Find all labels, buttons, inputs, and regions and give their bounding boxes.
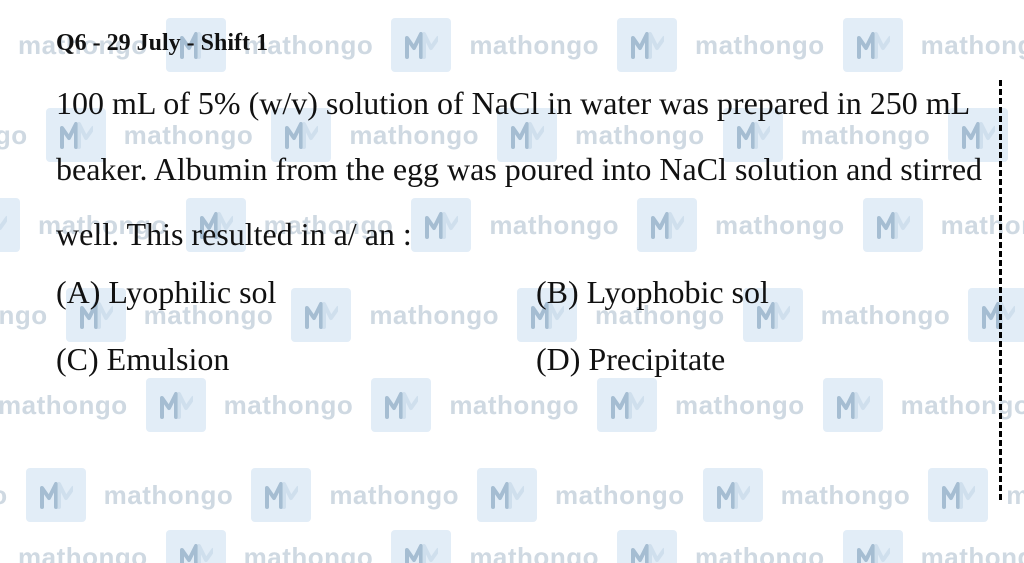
watermark-icon [477, 468, 537, 522]
watermark-text: mathongo [18, 542, 148, 563]
question-block: Q6 - 29 July - Shift 1 100 mL of 5% (w/v… [0, 0, 1024, 398]
option-c[interactable]: (C) Emulsion [56, 341, 506, 378]
watermark-icon [391, 530, 451, 563]
watermark-text: mathongo [1006, 480, 1024, 511]
option-b[interactable]: (B) Lyophobic sol [536, 274, 986, 311]
watermark-icon [26, 468, 86, 522]
watermark-icon [703, 468, 763, 522]
question-body: 100 mL of 5% (w/v) solution of NaCl in w… [56, 71, 986, 268]
watermark-text: mathongo [0, 480, 8, 511]
watermark-icon [928, 468, 988, 522]
watermark-text: mathongo [695, 542, 825, 563]
watermark-text: mathongo [244, 542, 374, 563]
watermark-text: mathongo [555, 480, 685, 511]
option-d[interactable]: (D) Precipitate [536, 341, 986, 378]
watermark-text: mathongo [329, 480, 459, 511]
watermark-text: mathongo [921, 542, 1024, 563]
watermark-icon [617, 530, 677, 563]
question-header: Q6 - 29 July - Shift 1 [56, 30, 986, 57]
watermark-text: mathongo [469, 542, 599, 563]
watermark-icon [251, 468, 311, 522]
option-a[interactable]: (A) Lyophilic sol [56, 274, 506, 311]
dashed-separator [999, 80, 1002, 500]
watermark-text: mathongo [781, 480, 911, 511]
watermark-text: mathongo [104, 480, 234, 511]
options-grid: (A) Lyophilic sol (B) Lyophobic sol (C) … [56, 274, 986, 378]
watermark-icon [843, 530, 903, 563]
watermark-icon [166, 530, 226, 563]
